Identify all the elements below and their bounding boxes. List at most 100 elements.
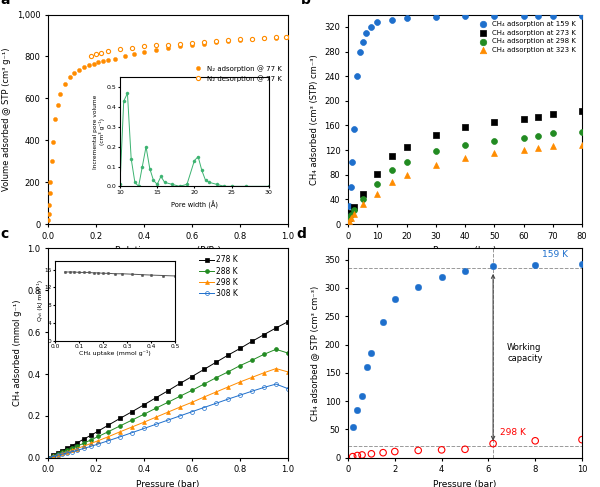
N₂ adsorption @ 77 K [164,45,172,51]
288 K [224,369,232,375]
Y-axis label: CH₄ adsorbed (mmol g⁻¹): CH₄ adsorbed (mmol g⁻¹) [13,300,22,406]
Point [413,283,423,291]
N₂ desorption @ 77 K [140,43,148,49]
Line: N₂ adsorption @ 77 K: N₂ adsorption @ 77 K [46,35,290,222]
298 K [284,369,292,375]
CH₄ adsorption at 298 K [577,128,587,135]
N₂ adsorption @ 77 K [248,37,256,42]
288 K [68,446,76,451]
278 K [176,380,184,386]
278 K [224,352,232,358]
278 K [260,332,268,337]
N₂ desorption @ 77 K [92,52,100,57]
Point [367,349,376,357]
N₂ adsorption @ 77 K [212,39,220,45]
288 K [128,417,136,423]
CH₄ adsorption at 323 K [460,153,470,161]
288 K [152,405,160,411]
N₂ desorption @ 77 K [260,35,268,41]
278 K [164,388,172,393]
288 K [140,412,148,417]
Point [460,267,470,275]
Y-axis label: Volume adsorbed @ STP (cm³ g⁻¹): Volume adsorbed @ STP (cm³ g⁻¹) [2,48,11,191]
CH₄ adsorption at 298 K [358,195,367,203]
N₂ adsorption @ 77 K [90,61,97,67]
308 K [59,451,66,457]
298 K [260,370,268,375]
N₂ adsorption @ 77 K [80,64,88,70]
N₂ adsorption @ 77 K [284,34,292,40]
N₂ adsorption @ 77 K [52,116,59,122]
288 K [212,375,220,381]
Y-axis label: CH₄ adsorbed @ STP (cm³ cm⁻³): CH₄ adsorbed @ STP (cm³ cm⁻³) [310,285,319,421]
278 K [128,409,136,414]
288 K [260,352,268,357]
N₂ desorption @ 77 K [200,39,208,45]
Point [367,450,376,458]
278 K [49,452,56,458]
Legend: N₂ adsorption @ 77 K, N₂ desorption @ 77 K: N₂ adsorption @ 77 K, N₂ desorption @ 77… [188,62,284,85]
Text: b: b [301,0,311,7]
CH₄ adsorption at 273 K [349,203,359,211]
308 K [104,438,112,444]
N₂ adsorption @ 77 K [260,36,268,41]
Line: 278 K: 278 K [46,320,290,460]
Point [488,262,498,270]
CH₄ adsorption at 159 K [518,12,529,20]
CH₄ adsorption at 159 K [352,72,362,80]
CH₄ adsorption at 298 K [548,130,557,137]
CH₄ adsorption at 298 K [373,180,382,188]
CH₄ adsorption at 273 K [518,115,529,123]
Point [577,436,587,444]
CH₄ adsorption at 159 K [358,38,367,46]
N₂ adsorption @ 77 K [61,81,68,87]
278 K [88,432,95,438]
278 K [116,415,124,421]
Point [437,273,446,281]
N₂ adsorption @ 77 K [85,62,92,68]
N₂ adsorption @ 77 K [49,139,56,145]
Point [390,296,400,303]
278 K [104,422,112,428]
278 K [188,374,196,379]
N₂ adsorption @ 77 K [47,179,54,185]
CH₄ adsorption at 273 K [533,113,543,121]
CH₄ adsorption at 273 K [346,209,356,217]
CH₄ adsorption at 323 K [358,201,367,208]
CH₄ adsorption at 298 K [490,137,499,145]
308 K [73,448,80,453]
CH₄ adsorption at 298 K [402,159,412,167]
N₂ adsorption @ 77 K [112,56,119,61]
308 K [188,409,196,414]
CH₄ adsorption at 159 K [402,15,412,22]
278 K [200,367,208,373]
Text: 159 K: 159 K [542,250,568,259]
N₂ desorption @ 77 K [88,53,95,59]
N₂ desorption @ 77 K [176,40,184,46]
298 K [116,429,124,435]
CH₄ adsorption at 323 K [373,190,382,198]
CH₄ adsorption at 159 K [367,23,376,31]
308 K [284,386,292,392]
308 K [49,453,56,459]
298 K [64,449,71,455]
N₂ adsorption @ 77 K [131,52,138,57]
308 K [224,396,232,402]
N₂ desorption @ 77 K [152,42,160,48]
CH₄ adsorption at 273 K [548,111,557,118]
Point [530,437,540,445]
Point [353,406,362,413]
288 K [188,388,196,393]
298 K [104,434,112,440]
Point [357,392,367,399]
Point [530,262,540,269]
308 K [248,388,256,394]
298 K [176,404,184,410]
Point [362,363,371,371]
N₂ adsorption @ 77 K [152,47,160,53]
Point [577,261,587,268]
288 K [88,437,95,443]
CH₄ adsorption at 159 K [533,12,543,20]
N₂ adsorption @ 77 K [104,57,112,63]
308 K [128,430,136,435]
